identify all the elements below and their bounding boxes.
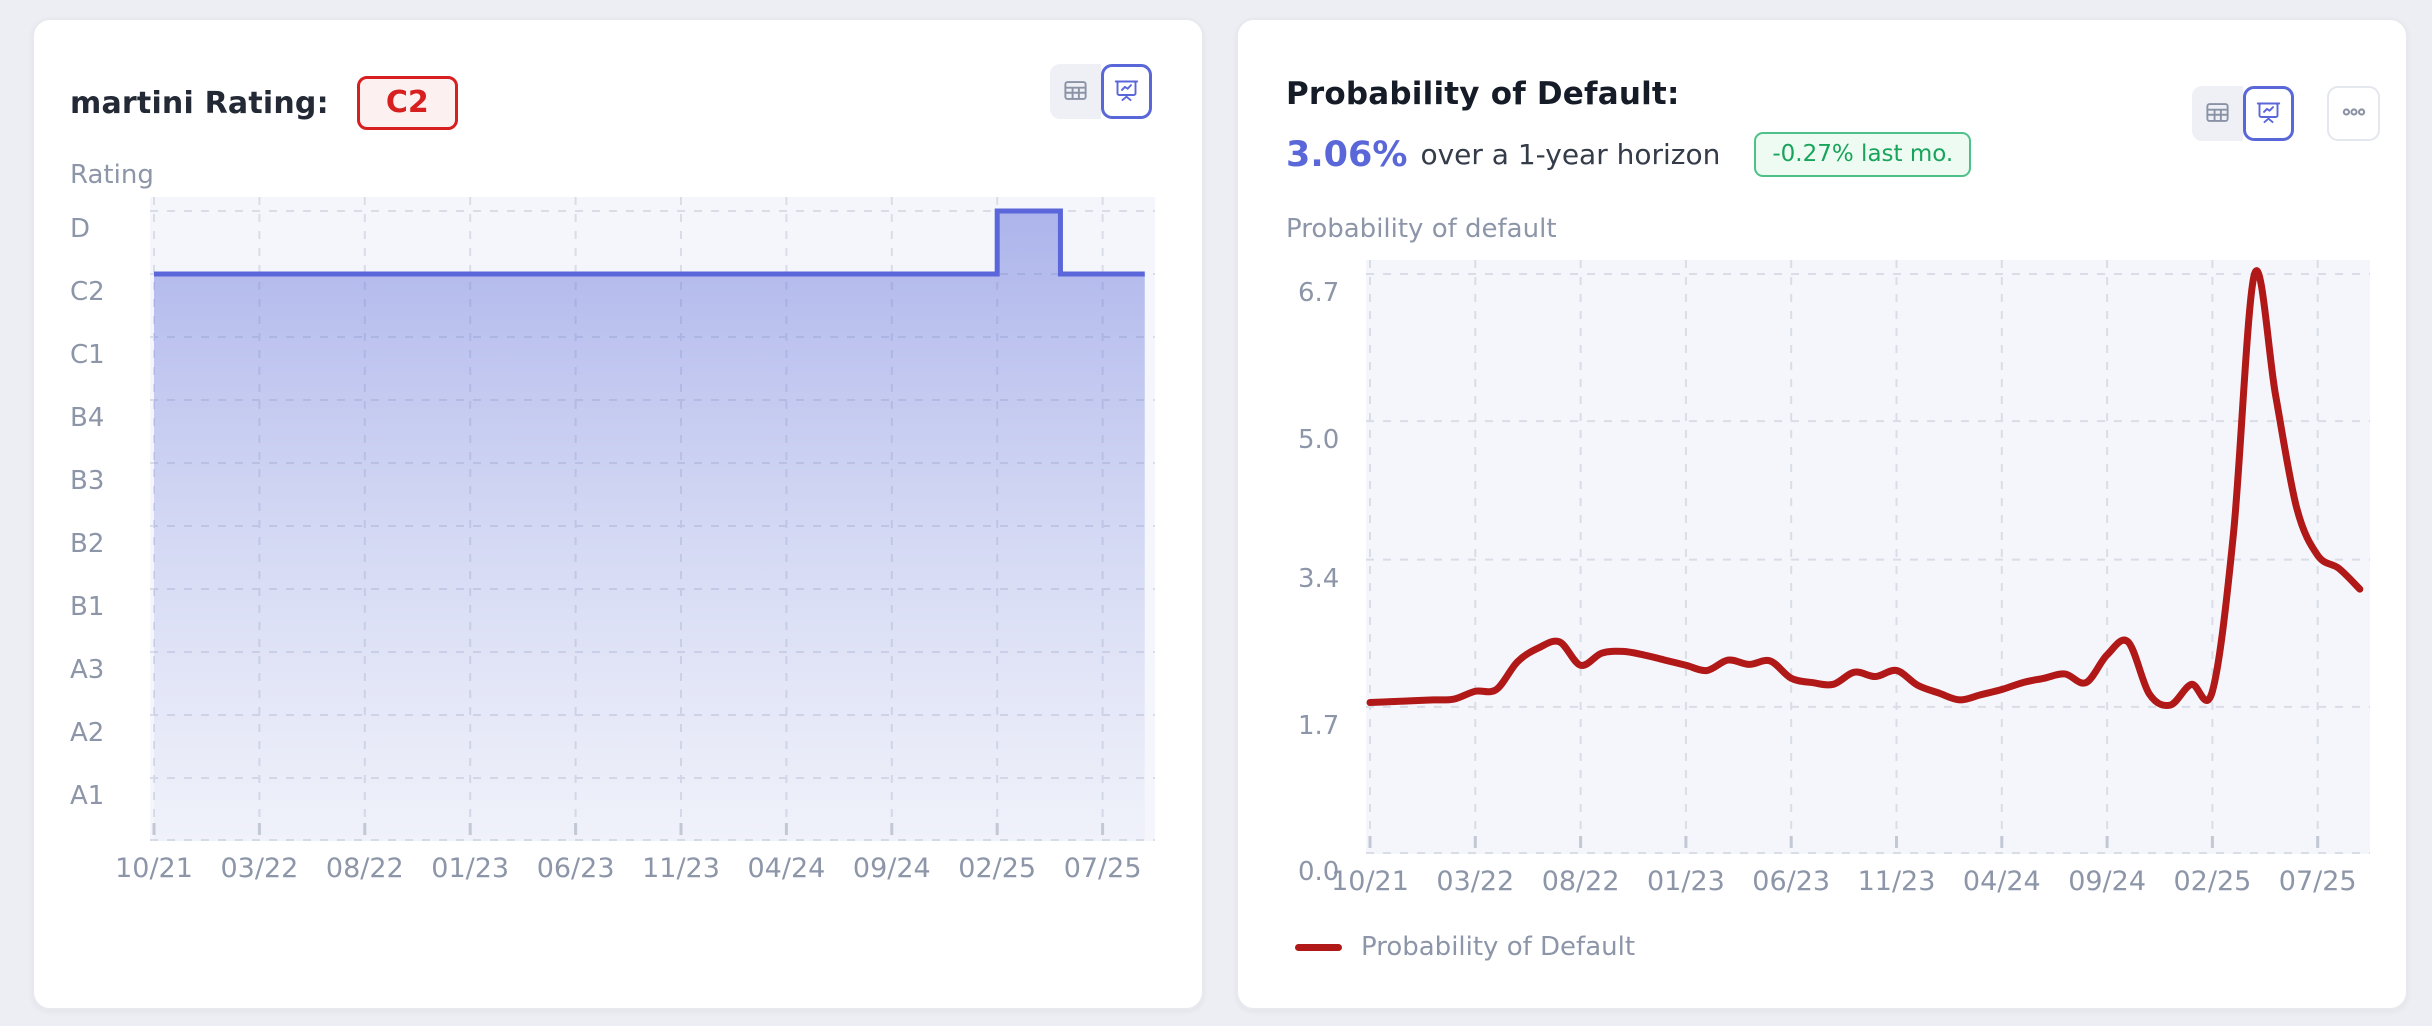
y-tick-label: 5.0 bbox=[1298, 425, 1340, 456]
pd-stat-row: 3.06% over a 1-year horizon -0.27% last … bbox=[1286, 132, 1972, 178]
x-tick-label: 09/24 bbox=[2068, 866, 2146, 897]
rating-card-header: martini Rating: C2 bbox=[70, 76, 458, 130]
rating-step-chart[interactable]: D C2 C1 B4 B3 B2 B1 A3 A2 A1 10/21 03/22 08/22 01/23 0… bbox=[70, 197, 1155, 882]
pd-y-axis-title: Probability of default bbox=[1286, 214, 1557, 244]
x-tick-label: 03/22 bbox=[1436, 866, 1515, 897]
x-tick-label: 02/25 bbox=[2173, 866, 2252, 897]
table-view-button[interactable] bbox=[2192, 86, 2243, 141]
rating-badge: C2 bbox=[356, 76, 458, 130]
x-tick-label: 08/22 bbox=[1541, 866, 1620, 897]
rating-card-title: martini Rating: bbox=[70, 85, 329, 121]
x-tick-label: 08/22 bbox=[325, 853, 404, 884]
pd-legend: Probability of Default bbox=[1295, 932, 1635, 962]
x-tick-label: 04/24 bbox=[747, 853, 826, 884]
pd-card: Probability of Default: 3.06% over a 1-y… bbox=[1236, 18, 2408, 1010]
pd-view-toggle bbox=[2192, 86, 2294, 141]
pd-value: 3.06% bbox=[1286, 134, 1408, 175]
y-tick-label: B3 bbox=[70, 466, 105, 496]
ellipsis-icon bbox=[2340, 98, 2368, 129]
x-tick-label: 10/21 bbox=[115, 853, 193, 884]
y-tick-label: A3 bbox=[70, 655, 105, 685]
x-tick-label: 07/25 bbox=[1063, 853, 1142, 884]
presentation-chart-icon bbox=[1113, 77, 1140, 107]
x-tick-label: 01/23 bbox=[1646, 866, 1725, 897]
y-tick-label: B1 bbox=[70, 592, 105, 622]
legend-line-swatch bbox=[1295, 943, 1342, 951]
y-tick-label: B2 bbox=[70, 529, 105, 559]
x-tick-label: 01/23 bbox=[431, 853, 510, 884]
pd-delta-badge: -0.27% last mo. bbox=[1754, 132, 1972, 178]
table-view-button[interactable] bbox=[1050, 64, 1101, 119]
chart-view-button[interactable] bbox=[2243, 86, 2294, 141]
x-tick-label: 09/24 bbox=[852, 853, 931, 884]
rating-card: martini Rating: C2 bbox=[32, 18, 1204, 1010]
y-tick-label: 6.7 bbox=[1298, 278, 1340, 308]
y-tick-label: C2 bbox=[70, 277, 105, 307]
pd-card-title: Probability of Default: bbox=[1286, 76, 1680, 112]
x-tick-label: 10/21 bbox=[1331, 866, 1409, 897]
rating-view-toggle bbox=[1050, 64, 1152, 119]
rating-y-axis-title: Rating bbox=[70, 160, 154, 190]
x-tick-label: 11/23 bbox=[642, 853, 720, 884]
chart-view-button[interactable] bbox=[1101, 64, 1152, 119]
y-tick-label: D bbox=[70, 214, 91, 244]
y-tick-label: 0.0 bbox=[1298, 857, 1340, 887]
presentation-chart-icon bbox=[2255, 99, 2282, 129]
y-tick-label: A2 bbox=[70, 718, 105, 748]
table-icon bbox=[1062, 77, 1089, 107]
y-tick-label: B4 bbox=[70, 403, 105, 433]
pd-line-chart[interactable]: 0.0 1.7 3.4 5.0 6.7 10/21 03/22 08/22 01/23 06/23… bbox=[1298, 260, 2370, 895]
legend-label: Probability of Default bbox=[1361, 932, 1636, 962]
more-options-button[interactable] bbox=[2327, 86, 2380, 141]
y-tick-label: 1.7 bbox=[1298, 710, 1340, 741]
x-tick-label: 06/23 bbox=[536, 853, 615, 884]
x-tick-label: 03/22 bbox=[220, 853, 299, 884]
y-tick-label: 3.4 bbox=[1298, 563, 1340, 594]
x-tick-label: 06/23 bbox=[1752, 866, 1831, 897]
x-tick-label: 11/23 bbox=[1857, 866, 1936, 897]
table-icon bbox=[2204, 99, 2231, 129]
x-tick-label: 07/25 bbox=[2278, 866, 2357, 897]
y-tick-label: A1 bbox=[70, 781, 105, 811]
y-tick-label: C1 bbox=[70, 340, 105, 370]
x-tick-label: 02/25 bbox=[958, 853, 1037, 884]
pd-horizon-label: over a 1-year horizon bbox=[1420, 138, 1721, 172]
x-tick-label: 04/24 bbox=[1962, 866, 2041, 897]
